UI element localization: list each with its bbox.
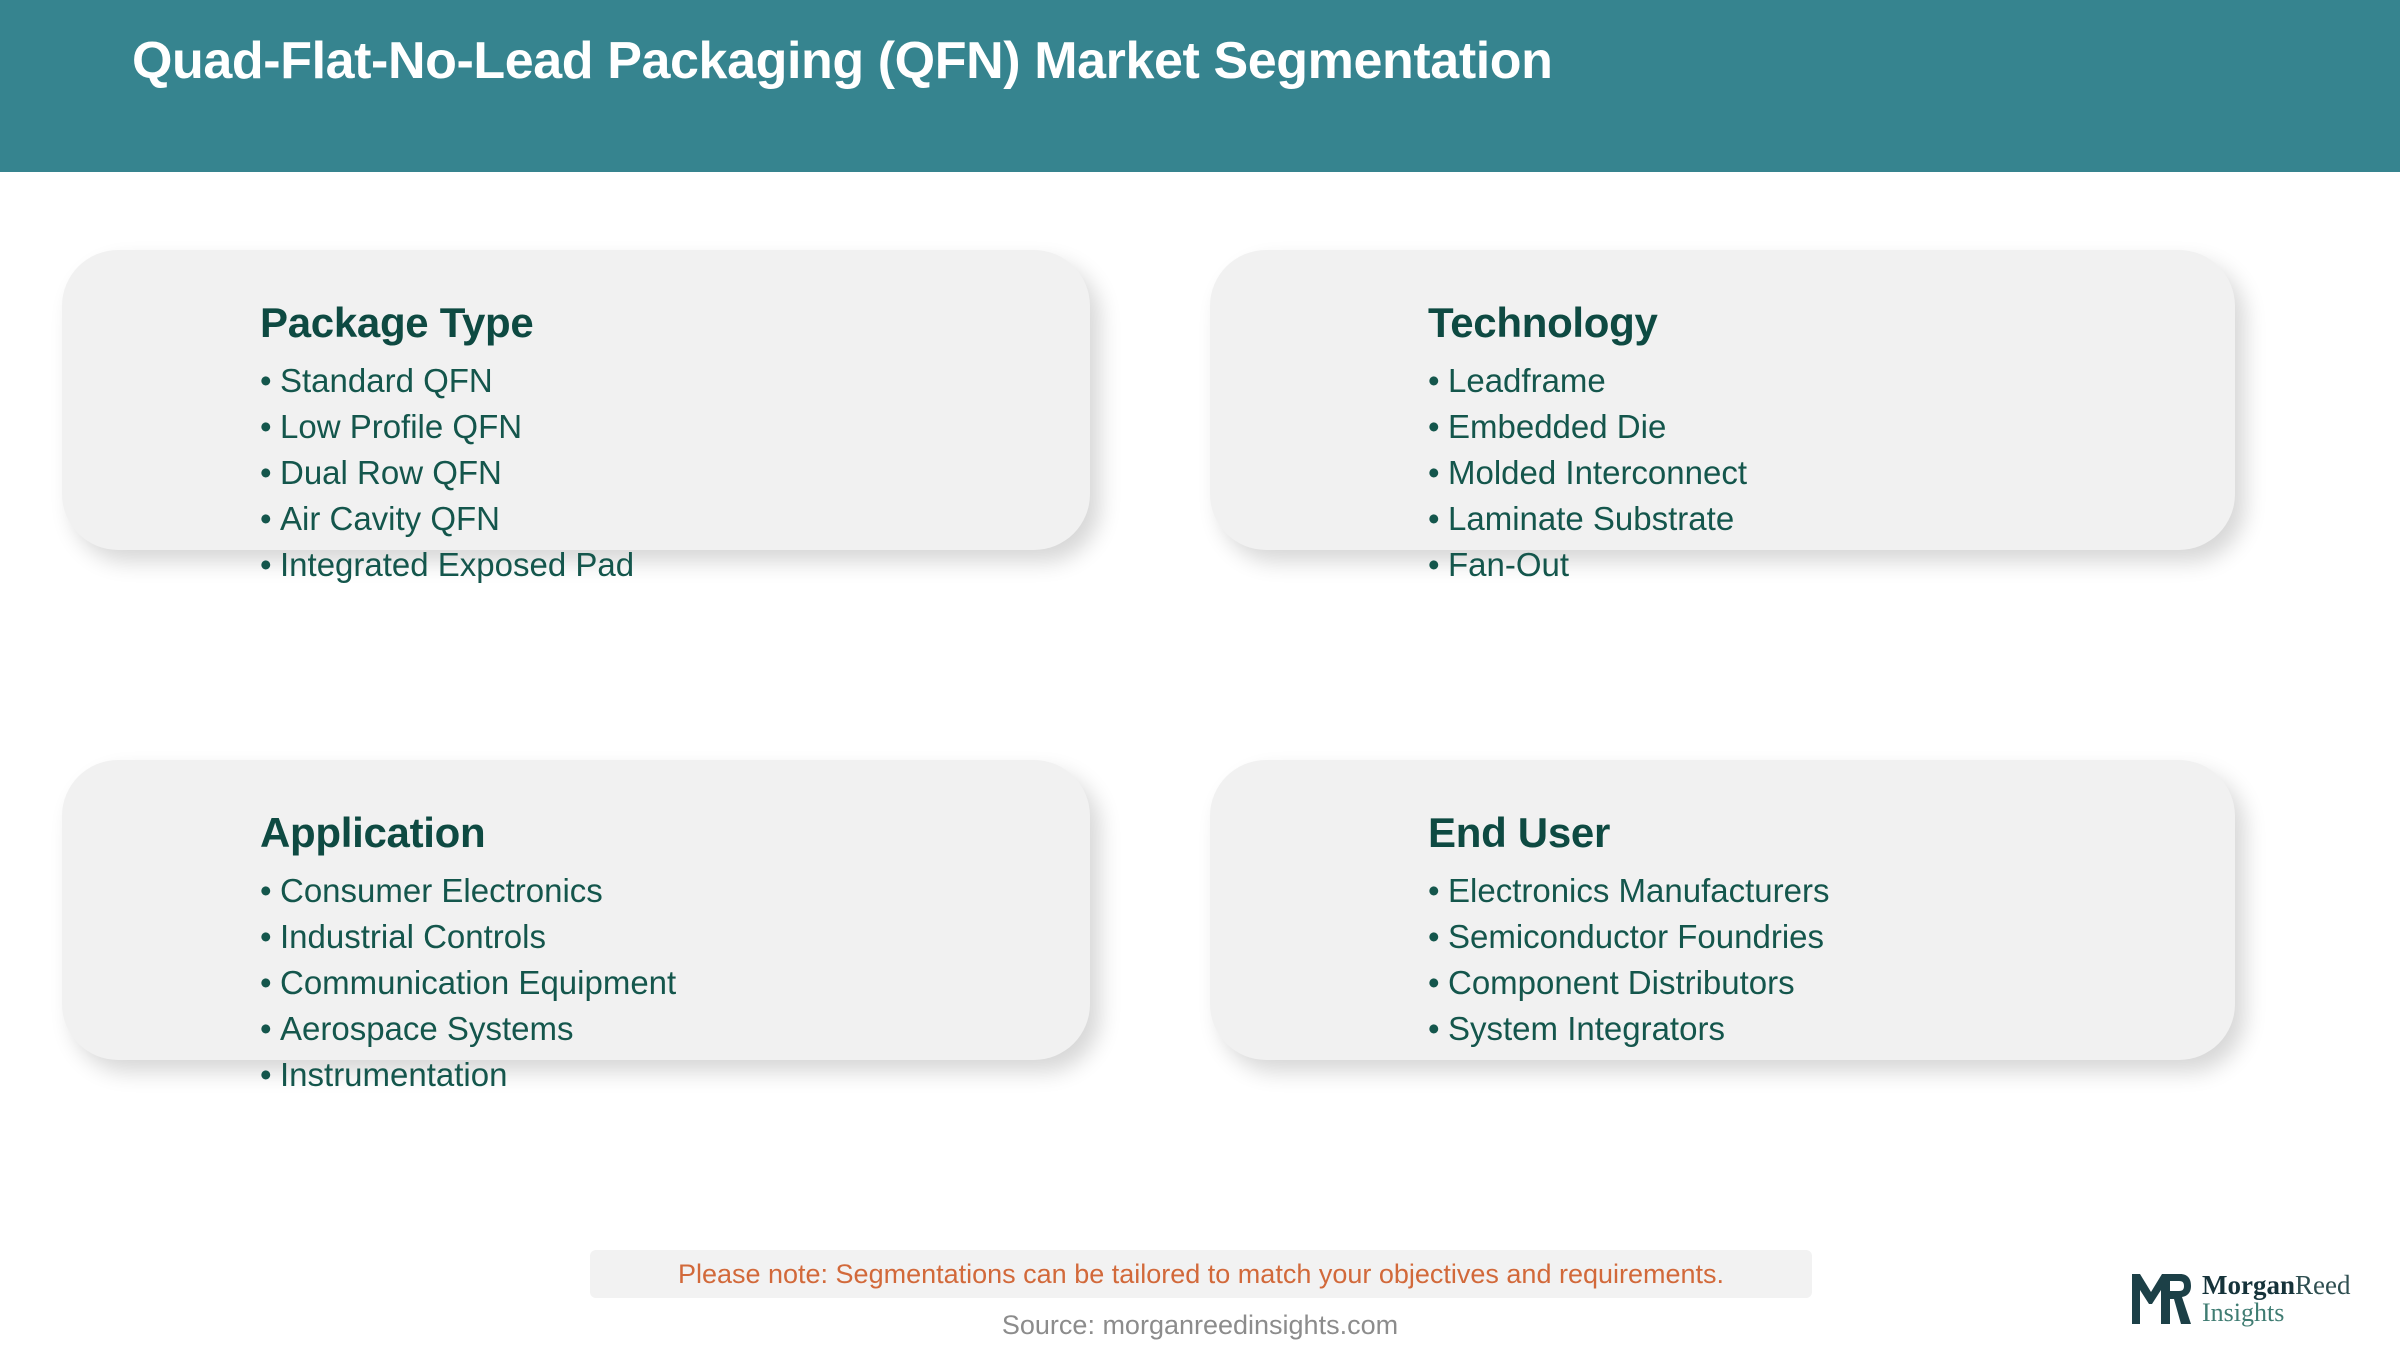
- logo-word-morgan: Morgan: [2202, 1269, 2295, 1300]
- footer: Please note: Segmentations can be tailor…: [0, 1240, 2400, 1350]
- bullet-icon: •: [260, 964, 272, 1002]
- segment-card-end-user: End User • Electronics Manufacturers • Sem…: [1210, 760, 2235, 1060]
- card-title: Technology: [1428, 299, 1658, 346]
- list-item-label: Air Cavity QFN: [280, 500, 501, 538]
- brand-logo: MorganReed Insights: [2130, 1264, 2380, 1334]
- list-item-label: Standard QFN: [280, 362, 493, 400]
- card-item-list: • Standard QFN • Low Profile QFN • Dual Row…: [260, 358, 1030, 588]
- list-item-label: Dual Row QFN: [280, 454, 502, 492]
- list-item: • Instrumentation: [260, 1052, 1030, 1098]
- list-item: • Embedded Die: [1428, 404, 2175, 450]
- list-item: • Semiconductor Foundries: [1428, 914, 2175, 960]
- list-item: • Aerospace Systems: [260, 1006, 1030, 1052]
- bullet-icon: •: [1428, 1010, 1440, 1048]
- logo-word-reed: Reed: [2294, 1269, 2351, 1300]
- list-item-label: Component Distributors: [1448, 964, 1795, 1002]
- logo-company-name: MorganReed: [2202, 1269, 2351, 1300]
- list-item: • Electronics Manufacturers: [1428, 868, 2175, 914]
- list-item-label: Electronics Manufacturers: [1448, 872, 1830, 910]
- card-title: End User: [1428, 809, 1610, 856]
- segmentation-cards-grid: Package Type • Standard QFN • Low Profile …: [0, 172, 2400, 1222]
- list-item: • Component Distributors: [1428, 960, 2175, 1006]
- bullet-icon: •: [260, 918, 272, 956]
- list-item-label: Communication Equipment: [280, 964, 677, 1002]
- bullet-icon: •: [1428, 408, 1440, 446]
- bullet-icon: •: [260, 1056, 272, 1094]
- segment-card-application: Application • Consumer Electronics • Indus…: [62, 760, 1090, 1093]
- card-item-list: • Electronics Manufacturers • Semiconducto…: [1428, 868, 2175, 1052]
- bullet-icon: •: [260, 500, 272, 538]
- list-item-label: Fan-Out: [1448, 546, 1570, 584]
- list-item: • Molded Interconnect: [1428, 450, 2175, 496]
- list-item-label: Embedded Die: [1448, 408, 1667, 446]
- bullet-icon: •: [260, 454, 272, 492]
- list-item-label: Laminate Substrate: [1448, 500, 1735, 538]
- list-item: • Fan-Out: [1428, 542, 2175, 588]
- list-item-label: Integrated Exposed Pad: [280, 546, 635, 584]
- list-item: • Laminate Substrate: [1428, 496, 2175, 542]
- note-text: Please note: Segmentations can be tailor…: [677, 1258, 1725, 1289]
- card-title: Application: [260, 809, 486, 856]
- list-item: • Integrated Exposed Pad: [260, 542, 1030, 588]
- list-item-label: Molded Interconnect: [1448, 454, 1748, 492]
- card-item-list: • Consumer Electronics • Industrial Contro…: [260, 868, 1030, 1098]
- card-item-list: • Leadframe • Embedded Die • Molded Interco…: [1428, 358, 2175, 588]
- bullet-icon: •: [260, 546, 272, 584]
- list-item-label: Aerospace Systems: [280, 1010, 574, 1048]
- list-item-label: Industrial Controls: [280, 918, 546, 956]
- bullet-icon: •: [1428, 362, 1440, 400]
- card-title: Package Type: [260, 299, 534, 346]
- segment-card-package-type: Package Type • Standard QFN • Low Profile …: [62, 250, 1090, 583]
- segment-card-technology: Technology • Leadframe • Embedded Die • Mol…: [1210, 250, 2235, 583]
- mr-monogram-icon: [2132, 1274, 2191, 1324]
- note-banner: Please note: Segmentations can be tailor…: [590, 1250, 1812, 1298]
- bullet-icon: •: [1428, 500, 1440, 538]
- bullet-icon: •: [1428, 918, 1440, 956]
- bullet-icon: •: [260, 872, 272, 910]
- list-item-label: Low Profile QFN: [280, 408, 523, 446]
- list-item: • Air Cavity QFN: [260, 496, 1030, 542]
- page-title: Quad-Flat-No-Lead Packaging (QFN) Market…: [132, 32, 1553, 90]
- bullet-icon: •: [260, 408, 272, 446]
- bullet-icon: •: [1428, 964, 1440, 1002]
- list-item-label: Leadframe: [1448, 362, 1606, 400]
- list-item: • Consumer Electronics: [260, 868, 1030, 914]
- list-item: • Standard QFN: [260, 358, 1030, 404]
- list-item: • System Integrators: [1428, 1006, 2175, 1052]
- list-item-label: Instrumentation: [280, 1056, 508, 1094]
- list-item-label: Semiconductor Foundries: [1448, 918, 1825, 956]
- header-band: Quad-Flat-No-Lead Packaging (QFN) Market…: [0, 0, 2400, 172]
- logo-tagline: Insights: [2202, 1297, 2285, 1327]
- bullet-icon: •: [1428, 546, 1440, 584]
- list-item: • Low Profile QFN: [260, 404, 1030, 450]
- list-item: • Dual Row QFN: [260, 450, 1030, 496]
- list-item: • Industrial Controls: [260, 914, 1030, 960]
- bullet-icon: •: [1428, 454, 1440, 492]
- list-item-label: Consumer Electronics: [280, 872, 603, 910]
- source-text: Source: morganreedinsights.com: [1001, 1310, 1399, 1340]
- list-item: • Leadframe: [1428, 358, 2175, 404]
- bullet-icon: •: [1428, 872, 1440, 910]
- list-item-label: System Integrators: [1448, 1010, 1725, 1048]
- bullet-icon: •: [260, 1010, 272, 1048]
- bullet-icon: •: [260, 362, 272, 400]
- logo-wordmark: MorganReed Insights: [2202, 1269, 2351, 1327]
- list-item: • Communication Equipment: [260, 960, 1030, 1006]
